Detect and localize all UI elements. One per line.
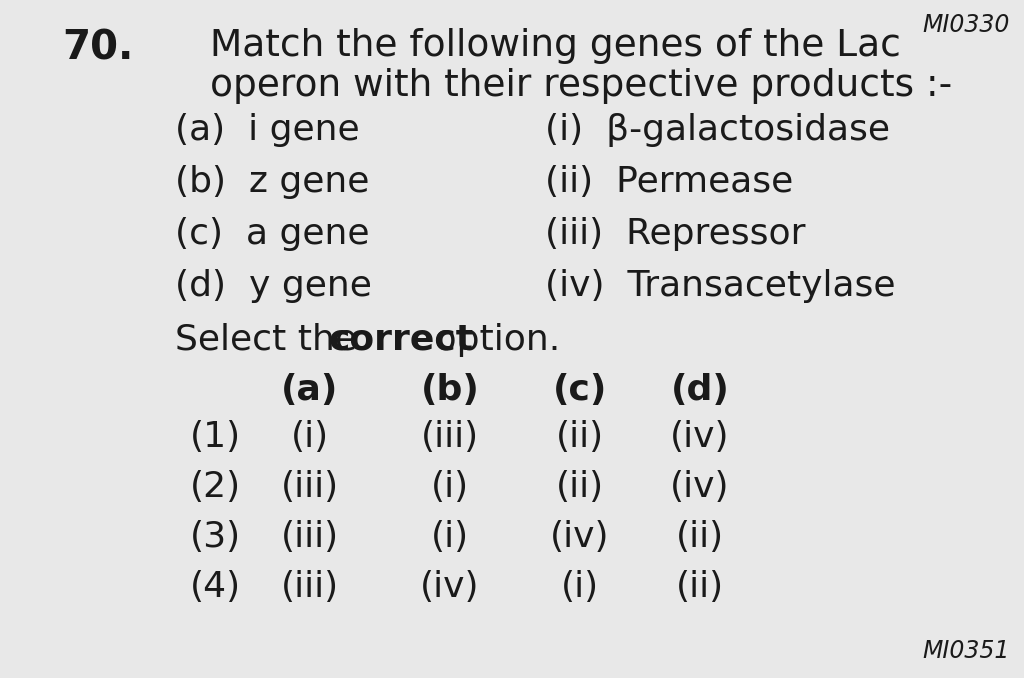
Text: (i): (i) [291, 420, 329, 454]
Text: (a)  i gene: (a) i gene [175, 113, 359, 147]
Text: (2): (2) [189, 470, 241, 504]
Text: (iii)  Repressor: (iii) Repressor [545, 217, 806, 251]
Text: (d): (d) [671, 373, 729, 407]
Text: (i): (i) [431, 520, 469, 554]
Text: (i): (i) [561, 570, 599, 604]
Text: Select the: Select the [175, 323, 369, 357]
Text: (ii): (ii) [676, 520, 724, 554]
Text: (d)  y gene: (d) y gene [175, 269, 372, 303]
Text: (i): (i) [431, 470, 469, 504]
Text: (4): (4) [189, 570, 241, 604]
Text: (iv): (iv) [671, 470, 730, 504]
Text: MI0351: MI0351 [923, 639, 1010, 663]
Text: (iii): (iii) [281, 520, 339, 554]
Text: MI0330: MI0330 [923, 13, 1010, 37]
Text: (ii): (ii) [676, 570, 724, 604]
Text: (ii): (ii) [556, 470, 604, 504]
Text: (1): (1) [189, 420, 241, 454]
Text: (3): (3) [189, 520, 241, 554]
Text: (a): (a) [282, 373, 339, 407]
Text: (c): (c) [553, 373, 607, 407]
Text: (ii)  Permease: (ii) Permease [545, 165, 794, 199]
Text: (iv)  Transacetylase: (iv) Transacetylase [545, 269, 896, 303]
Text: (b)  z gene: (b) z gene [175, 165, 370, 199]
Text: correct: correct [328, 323, 473, 357]
Text: (iii): (iii) [421, 420, 479, 454]
Text: (iv): (iv) [671, 420, 730, 454]
Text: (iv): (iv) [550, 520, 609, 554]
Text: option.: option. [423, 323, 560, 357]
Text: (ii): (ii) [556, 420, 604, 454]
Text: (iv): (iv) [420, 570, 480, 604]
Text: (iii): (iii) [281, 470, 339, 504]
Text: (c)  a gene: (c) a gene [175, 217, 370, 251]
Text: operon with their respective products :-: operon with their respective products :- [210, 68, 952, 104]
Text: Match the following genes of the Lac: Match the following genes of the Lac [210, 28, 901, 64]
Text: (iii): (iii) [281, 570, 339, 604]
Text: (b): (b) [421, 373, 479, 407]
Text: 70.: 70. [62, 28, 133, 68]
Text: (i)  β-galactosidase: (i) β-galactosidase [545, 113, 890, 147]
